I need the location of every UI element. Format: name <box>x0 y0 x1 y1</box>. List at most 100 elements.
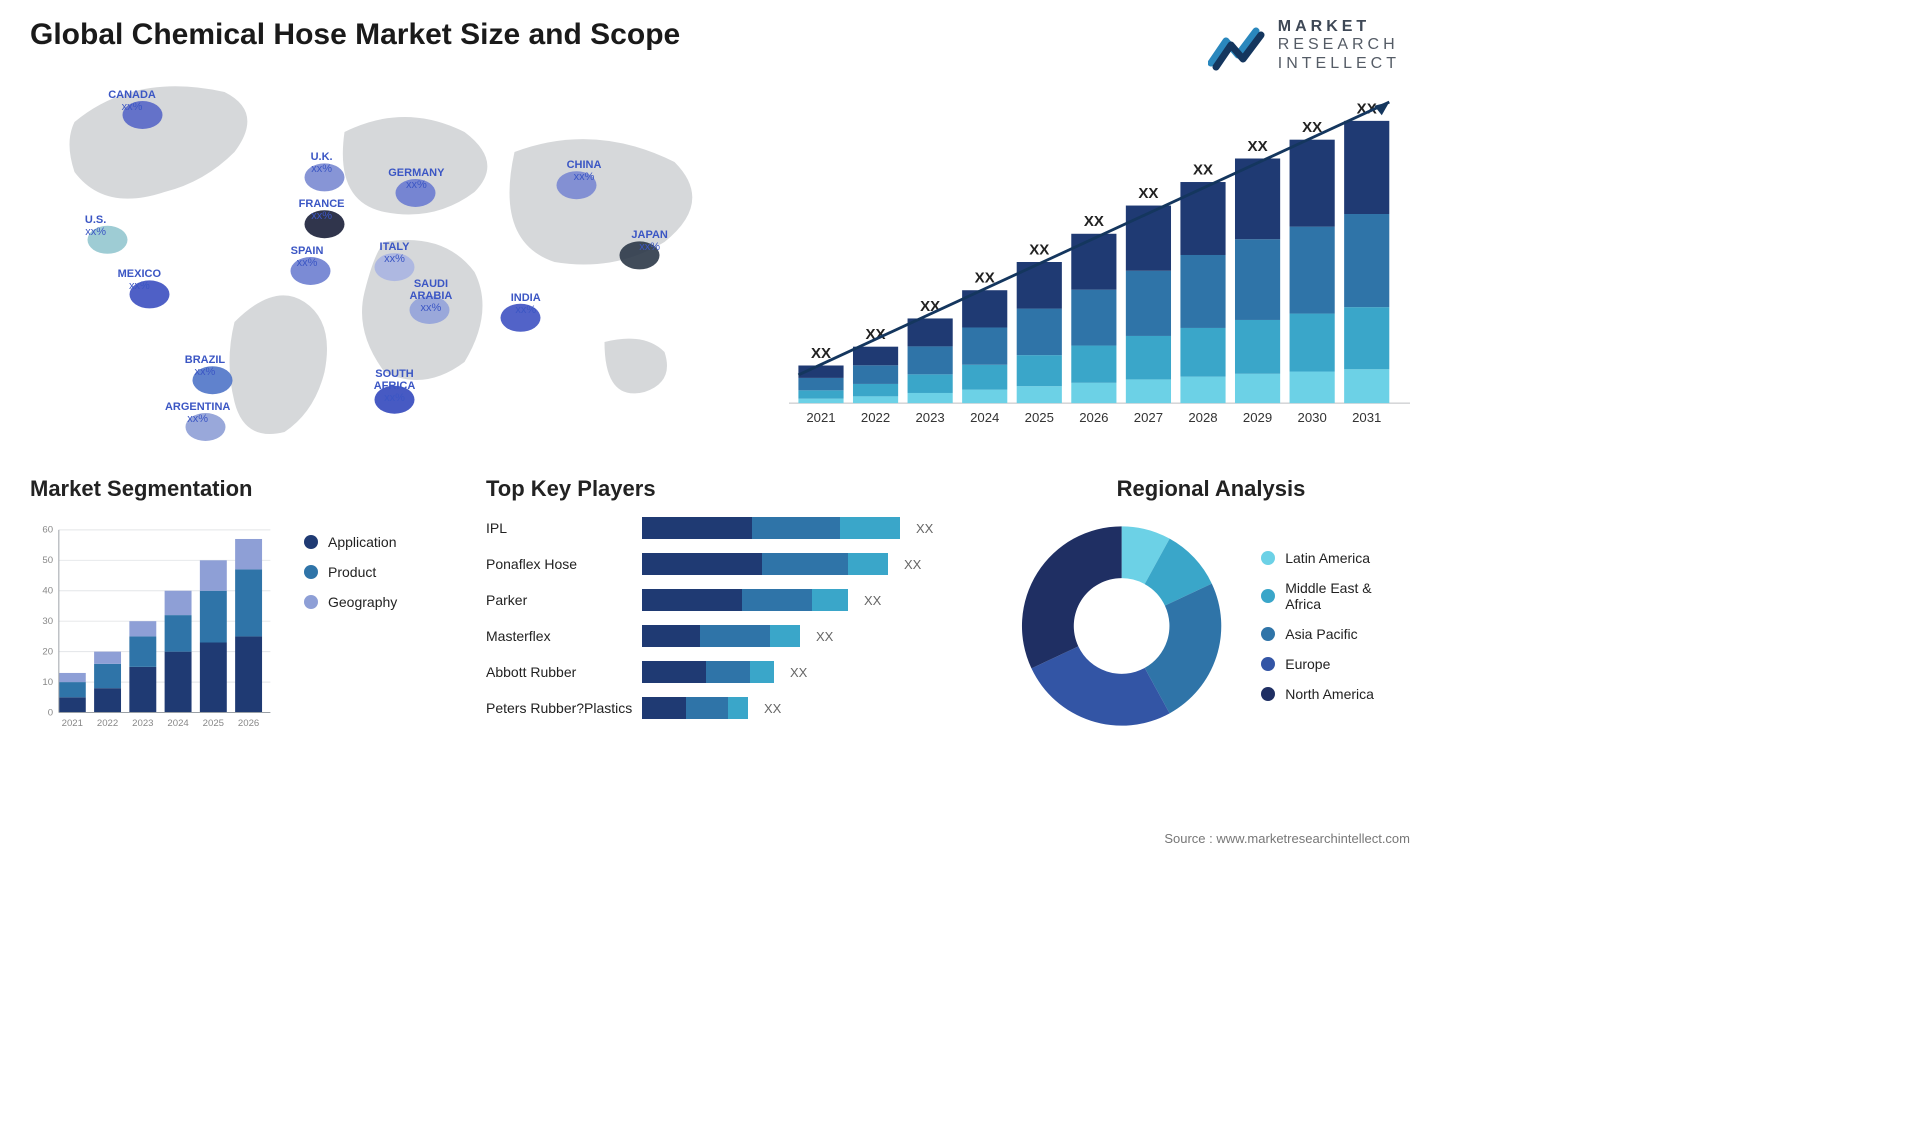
legend-swatch-icon <box>1261 657 1275 671</box>
seg-legend-item: Product <box>304 564 397 580</box>
seg-ytick: 10 <box>42 677 53 688</box>
country-pct: xx% <box>311 210 332 222</box>
source-citation: Source : www.marketresearchintellect.com <box>1164 831 1410 846</box>
legend-label: Latin America <box>1285 550 1370 566</box>
player-bar-segment <box>728 697 748 719</box>
growth-year-label: 2031 <box>1352 410 1381 425</box>
regional-analysis-title: Regional Analysis <box>1012 476 1410 502</box>
map-country-label: U.K.xx% <box>311 151 333 175</box>
country-name: FRANCE <box>299 198 345 210</box>
growth-stacked-bar-chart: XX2021XX2022XX2023XX2024XX2025XX2026XX20… <box>789 72 1410 452</box>
map-country-label: U.S.xx% <box>85 214 106 238</box>
country-name: ARGENTINA <box>165 401 230 413</box>
country-name: GERMANY <box>388 167 444 179</box>
regional-donut-chart <box>1012 516 1231 736</box>
map-country-label: FRANCExx% <box>299 198 345 222</box>
player-bar-segment <box>642 589 742 611</box>
player-row: Masterflex XX <box>486 624 986 648</box>
country-name: JAPAN <box>631 229 667 241</box>
country-pct: xx% <box>574 171 595 183</box>
country-name: CANADA <box>108 89 156 101</box>
player-row: ParkerXX <box>486 588 986 612</box>
country-pct: xx% <box>311 163 332 175</box>
player-bar-segment <box>642 553 762 575</box>
growth-bar-value: XX <box>1248 138 1268 155</box>
player-bar-segment <box>762 553 848 575</box>
country-name: MEXICO <box>118 268 161 280</box>
seg-ytick: 20 <box>42 647 53 658</box>
seg-legend-item: Geography <box>304 594 397 610</box>
map-country-label: ITALYxx% <box>380 241 410 265</box>
map-country-label: CANADAxx% <box>108 89 156 113</box>
country-name: SOUTHAFRICA <box>374 368 416 392</box>
legend-label: North America <box>1285 686 1374 702</box>
growth-bar-value: XX <box>1193 161 1213 178</box>
country-pct: xx% <box>85 226 106 238</box>
growth-year-label: 2025 <box>1025 410 1054 425</box>
seg-ytick: 30 <box>42 616 53 627</box>
seg-legend-item: Application <box>304 534 397 550</box>
legend-label: Product <box>328 564 376 580</box>
player-bar <box>642 553 888 575</box>
player-bar-segment <box>706 661 750 683</box>
regional-legend: Latin America Middle East & Africa Asia Pa… <box>1261 550 1410 702</box>
growth-bar-value: XX <box>811 345 831 362</box>
country-name: ITALY <box>380 241 410 253</box>
seg-xtick: 2026 <box>238 718 259 729</box>
seg-ytick: 50 <box>42 555 53 566</box>
growth-chart-panel: XX2021XX2022XX2023XX2024XX2025XX2026XX20… <box>789 62 1410 452</box>
regional-legend-item: Asia Pacific <box>1261 626 1410 642</box>
world-map-panel: CANADAxx%U.S.xx%MEXICOxx%BRAZILxx%ARGENT… <box>30 62 759 452</box>
player-bar-segment <box>750 661 774 683</box>
regional-legend-item: Europe <box>1261 656 1410 672</box>
regional-legend-item: Middle East & Africa <box>1261 580 1410 612</box>
country-pct: xx% <box>195 366 216 378</box>
player-value: XX <box>816 629 833 644</box>
legend-swatch-icon <box>1261 687 1275 701</box>
player-bar-segment <box>840 517 900 539</box>
player-bar <box>642 517 900 539</box>
player-value: XX <box>790 665 807 680</box>
country-pct: xx% <box>187 413 208 425</box>
country-pct: xx% <box>384 253 405 265</box>
player-row: Ponaflex HoseXX <box>486 552 986 576</box>
growth-bar-value: XX <box>1029 241 1049 258</box>
growth-year-label: 2021 <box>806 410 835 425</box>
player-bar-segment <box>642 625 700 647</box>
player-bar-segment <box>812 589 848 611</box>
player-name: Masterflex <box>486 628 636 644</box>
player-row: Abbott RubberXX <box>486 660 986 684</box>
player-bar-segment <box>642 697 686 719</box>
legend-swatch-icon <box>304 595 318 609</box>
segmentation-panel: Market Segmentation 01020304050602021202… <box>30 476 460 736</box>
legend-swatch-icon <box>1261 551 1275 565</box>
country-pct: xx% <box>515 304 536 316</box>
legend-swatch-icon <box>1261 589 1275 603</box>
growth-year-label: 2029 <box>1243 410 1272 425</box>
country-name: SAUDIARABIA <box>410 278 453 302</box>
player-bar-segment <box>752 517 840 539</box>
growth-year-label: 2030 <box>1298 410 1327 425</box>
logo-line2: RESEARCH <box>1278 36 1400 54</box>
growth-year-label: 2023 <box>915 410 944 425</box>
map-country-label: CHINAxx% <box>567 159 602 183</box>
player-bar-segment <box>686 697 728 719</box>
player-bar-segment <box>642 517 752 539</box>
player-bar-segment <box>848 553 888 575</box>
seg-xtick: 2025 <box>203 718 224 729</box>
legend-label: Middle East & Africa <box>1285 580 1410 612</box>
country-pct: xx% <box>384 392 405 404</box>
map-country-label: JAPANxx% <box>631 229 667 253</box>
seg-ytick: 40 <box>42 586 53 597</box>
country-name: U.K. <box>311 151 333 163</box>
country-name: CHINA <box>567 159 602 171</box>
legend-swatch-icon <box>1261 627 1275 641</box>
player-bar <box>642 589 848 611</box>
country-pct: xx% <box>406 179 427 191</box>
country-pct: xx% <box>122 101 143 113</box>
country-name: BRAZIL <box>185 354 225 366</box>
country-pct: xx% <box>639 241 660 253</box>
map-country-label: SPAINxx% <box>291 245 324 269</box>
player-name: IPL <box>486 520 636 536</box>
map-country-label: SOUTHAFRICAxx% <box>374 368 416 404</box>
